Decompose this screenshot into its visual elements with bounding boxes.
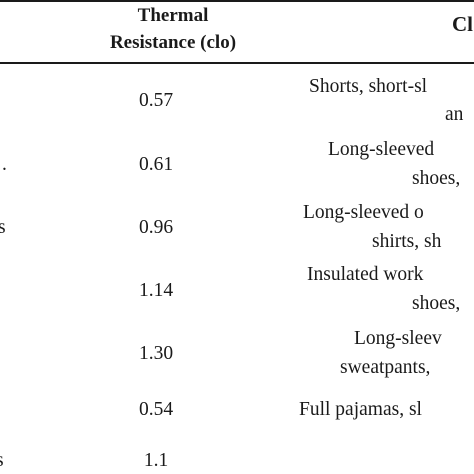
row-5-desc-line2: sweatpants, — [340, 357, 431, 378]
row-5-desc-line1: Long-sleev — [354, 328, 442, 349]
row-4-desc-line2: shoes, — [412, 293, 461, 314]
row-3-label: s — [0, 217, 6, 238]
row-4-desc-line1: Insulated work — [307, 264, 424, 285]
row-3-value: 0.96 — [138, 217, 174, 238]
header-rule — [0, 62, 474, 64]
row-2-desc-line1: Long-sleeved — [328, 139, 435, 160]
row-6-desc-line1: Full pajamas, sl — [299, 399, 422, 420]
header-line-2: Resistance (clo) — [109, 32, 237, 53]
row-7-label: s — [0, 448, 4, 474]
row-1-value: 0.57 — [138, 90, 174, 111]
row-1-desc-line2: an — [445, 104, 464, 125]
row-3-desc-line2: shirts, sh — [372, 231, 442, 252]
column-header-clothing: Cl — [452, 12, 473, 36]
row-3-desc-line1: Long-sleeved o — [303, 202, 424, 223]
row-2-desc-line2: shoes, — [412, 168, 461, 189]
row-4-value: 1.14 — [138, 280, 174, 301]
row-2-label: . — [2, 154, 7, 175]
row-7-value: 1.1 — [143, 450, 169, 471]
table-top-rule — [0, 0, 474, 2]
column-header-thermal-resistance: Thermal Resistance (clo) — [98, 2, 248, 56]
row-1-desc-line1: Shorts, short-sl — [309, 76, 428, 97]
row-2-value: 0.61 — [138, 154, 174, 175]
row-6-value: 0.54 — [138, 399, 174, 420]
header-line-1: Thermal — [137, 5, 209, 26]
row-5-value: 1.30 — [138, 343, 174, 364]
